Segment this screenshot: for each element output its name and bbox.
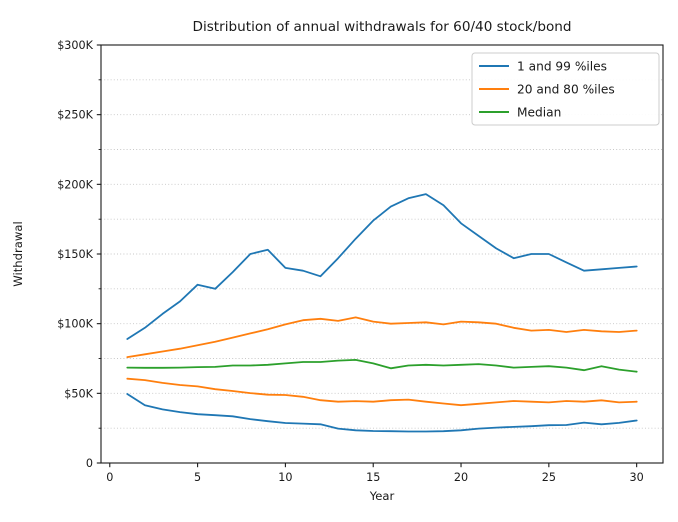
legend-label: Median <box>517 105 561 119</box>
x-tick-label: 15 <box>366 471 380 484</box>
x-tick-label: 30 <box>630 471 644 484</box>
gridlines <box>101 79 663 429</box>
chart-title: Distribution of annual withdrawals for 6… <box>192 19 571 35</box>
x-tick-label: 25 <box>542 471 556 484</box>
series-line-median <box>126 358 638 373</box>
y-tick-label: 0 <box>86 457 93 470</box>
y-tick-label: $50K <box>64 387 93 400</box>
x-tick-label: 0 <box>106 471 113 484</box>
series-line-percentile_1 <box>126 393 638 433</box>
data-series <box>126 193 638 433</box>
legend-label: 20 and 80 %iles <box>517 82 615 96</box>
y-tick-label: $150K <box>57 248 93 261</box>
legend: 1 and 99 %iles 20 and 80 %iles Median <box>471 52 660 126</box>
series-line-percentile_80 <box>126 316 638 359</box>
x-tick-label: 20 <box>454 471 468 484</box>
legend-box <box>471 52 660 126</box>
series-line-percentile_99 <box>126 193 638 340</box>
series-line-percentile_20 <box>126 377 638 407</box>
y-tick-label: $300K <box>57 39 93 52</box>
y-tick-label: $100K <box>57 318 93 331</box>
axes: 0 $50K $100K $150K $200K $250K $300K 0 5 10 15 20 25… <box>57 39 664 484</box>
legend-label: 1 and 99 %iles <box>517 59 607 73</box>
x-axis-label: Year <box>369 489 395 503</box>
y-tick-label: $250K <box>57 109 93 122</box>
x-tick-label: 10 <box>278 471 292 484</box>
y-axis-label: Withdrawal <box>11 221 25 286</box>
y-tick-label: $200K <box>57 178 93 191</box>
x-tick-label: 5 <box>194 471 201 484</box>
